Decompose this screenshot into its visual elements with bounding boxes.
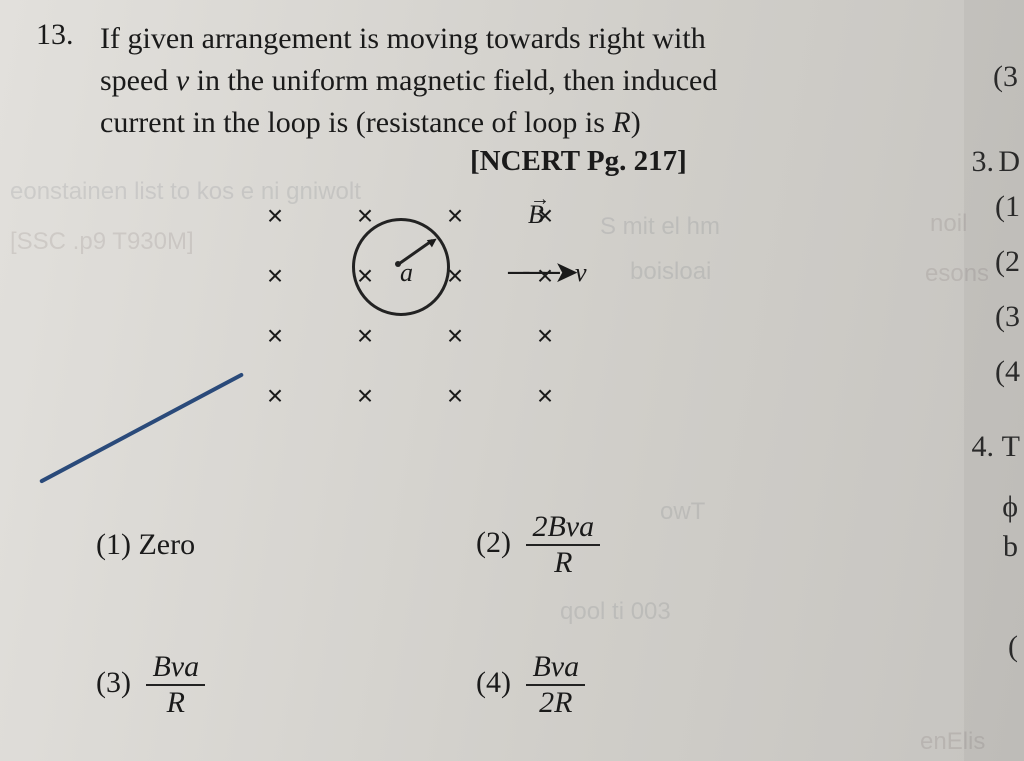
x-row: × × × × bbox=[230, 380, 650, 412]
x-symbol: × bbox=[500, 320, 590, 352]
x-symbol: × bbox=[500, 380, 590, 412]
ghost-text: qool ti 003 bbox=[560, 598, 671, 626]
option-3-den: R bbox=[146, 686, 205, 720]
qtext-l2b: in the uniform magnetic field, then indu… bbox=[189, 64, 717, 97]
x-row: × × × × bbox=[230, 320, 650, 352]
question-number: 13. bbox=[36, 18, 74, 52]
x-symbol: × bbox=[230, 320, 320, 352]
option-2-frac: 2Bva R bbox=[526, 510, 600, 580]
option-4: (4) Bva 2R bbox=[476, 650, 585, 720]
x-symbol: × bbox=[230, 200, 320, 232]
margin-text: 4. bbox=[972, 430, 995, 464]
var-v: v bbox=[176, 64, 189, 97]
margin-text: T bbox=[1002, 430, 1020, 464]
margin-text: ( bbox=[1008, 630, 1018, 664]
margin-text: (2 bbox=[995, 245, 1020, 279]
x-symbol: × bbox=[320, 380, 410, 412]
x-symbol: × bbox=[320, 320, 410, 352]
question-text: If given arrangement is moving towards r… bbox=[100, 18, 870, 144]
option-4-den: 2R bbox=[526, 686, 585, 720]
option-2: (2) 2Bva R bbox=[476, 510, 600, 580]
v-arrow-icon: ───➤ bbox=[508, 255, 573, 290]
option-2-num: (2) bbox=[476, 526, 511, 560]
option-1-num: (1) bbox=[96, 528, 131, 562]
margin-text: (4 bbox=[995, 355, 1020, 389]
option-3-num-top: Bva bbox=[146, 650, 205, 686]
option-2-num-top: 2Bva bbox=[526, 510, 600, 546]
option-4-num-top: Bva bbox=[526, 650, 585, 686]
option-4-num: (4) bbox=[476, 666, 511, 700]
option-3-frac: Bva R bbox=[146, 650, 205, 720]
ghost-text: noil bbox=[930, 210, 967, 238]
margin-text: ϕ bbox=[1002, 490, 1018, 524]
option-3-num: (3) bbox=[96, 666, 131, 700]
option-1: (1) Zero bbox=[96, 528, 195, 562]
qtext-l2a: speed bbox=[100, 64, 176, 97]
radius-label: a bbox=[400, 258, 413, 288]
qtext-l1: If given arrangement is moving towards r… bbox=[100, 22, 706, 55]
diagram: × × × × × × × × × × × × × × × × ▸ a bbox=[230, 200, 650, 460]
page: { "question": { "number": "13.", "text_l… bbox=[0, 0, 1024, 761]
ghost-text: [SSC .p9 T930M] bbox=[10, 228, 194, 256]
reference-tag: [NCERT Pg. 217] bbox=[470, 145, 687, 178]
b-label: B bbox=[528, 200, 544, 230]
var-r: R bbox=[612, 106, 630, 139]
qtext-l3b: ) bbox=[631, 106, 641, 139]
option-2-den: R bbox=[526, 546, 600, 580]
ghost-text: owT bbox=[660, 498, 705, 526]
x-symbol: × bbox=[230, 380, 320, 412]
margin-text: (3 bbox=[993, 60, 1018, 94]
v-label: v bbox=[575, 258, 587, 288]
x-symbol: × bbox=[230, 260, 320, 292]
qtext-l3a: current in the loop is (resistance of lo… bbox=[100, 106, 612, 139]
option-4-frac: Bva 2R bbox=[526, 650, 585, 720]
margin-text: (3 bbox=[995, 300, 1020, 334]
margin-text: D bbox=[998, 145, 1020, 179]
right-margin: (3 3. D (1 (2 (3 (4 4. T ϕ b ( bbox=[964, 0, 1024, 761]
option-1-text: Zero bbox=[138, 528, 195, 561]
option-3: (3) Bva R bbox=[96, 650, 205, 720]
x-symbol: × bbox=[410, 320, 500, 352]
margin-text: 3. bbox=[972, 145, 995, 179]
margin-text: (1 bbox=[995, 190, 1020, 224]
x-row: × × × × bbox=[230, 200, 650, 232]
pen-mark bbox=[39, 372, 244, 484]
margin-text: b bbox=[1003, 530, 1018, 564]
x-symbol: × bbox=[410, 380, 500, 412]
